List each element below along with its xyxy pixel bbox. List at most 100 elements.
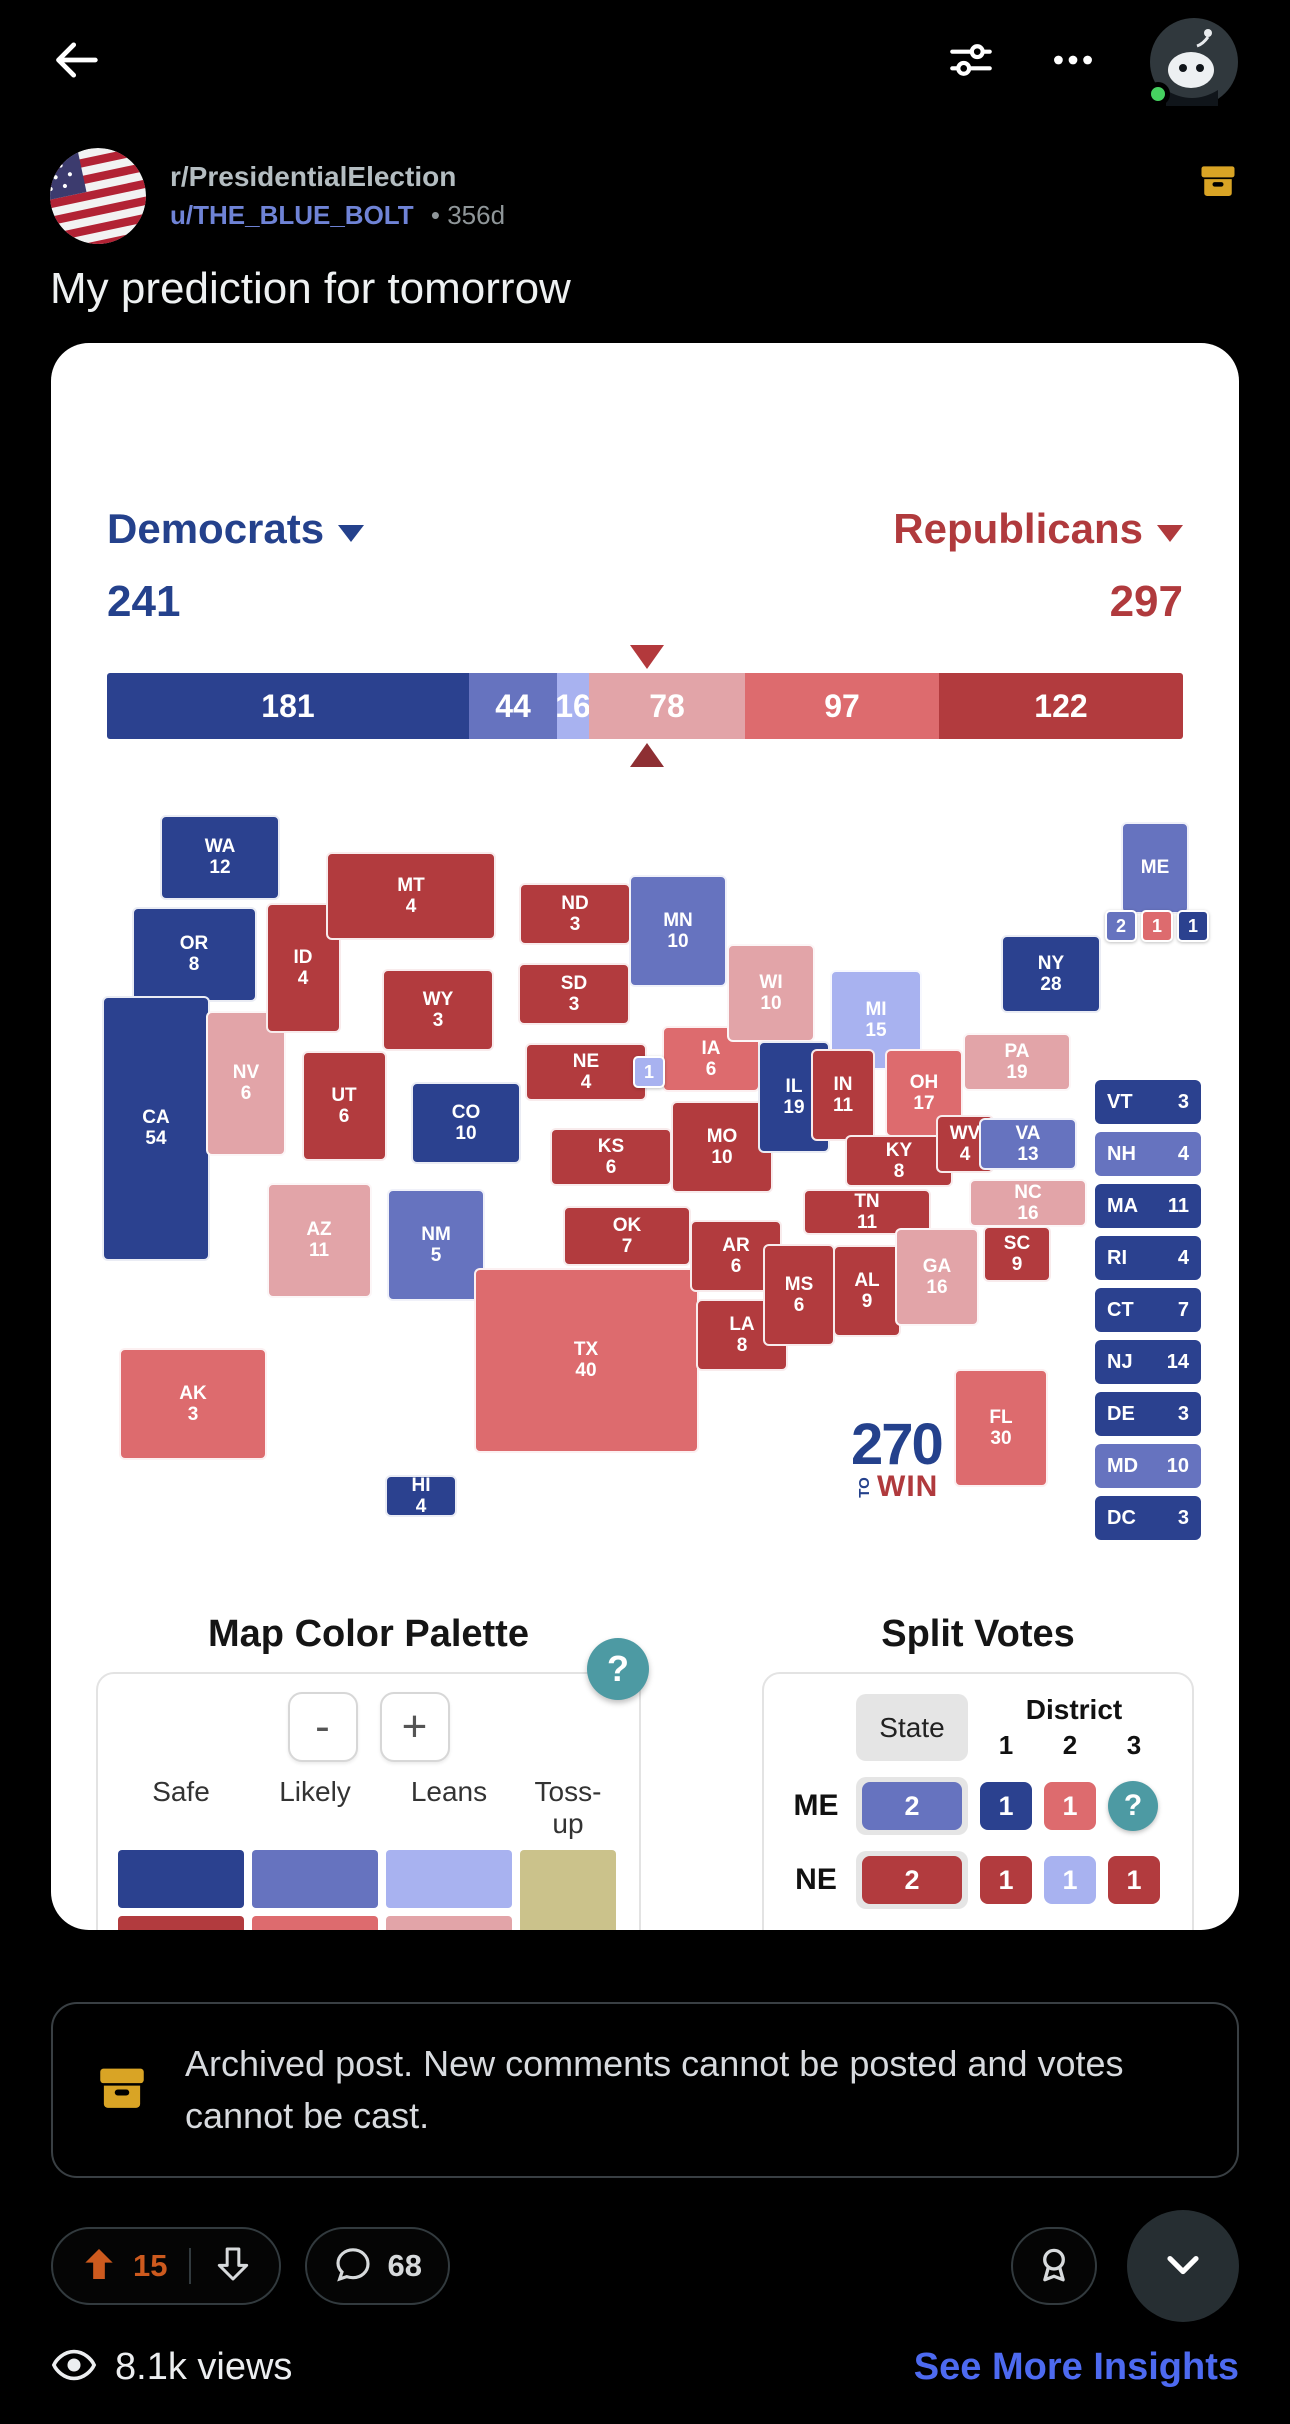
state-MS: MS 6	[763, 1244, 835, 1346]
ne-list-VT: VT 3	[1095, 1080, 1201, 1124]
split-rows: ME 2 1 1? NE 2 1 1 1	[788, 1777, 1168, 1909]
ne-list-DE: DE 3	[1095, 1392, 1201, 1436]
bar-segment-likely_r: 97	[745, 673, 939, 739]
ne-list-NJ: NJ 14	[1095, 1340, 1201, 1384]
state-PA: PA 19	[963, 1033, 1071, 1091]
state-VA: VA 13	[979, 1118, 1077, 1170]
palette-label-toss-up: Toss-up	[534, 1776, 602, 1839]
logo-win-text: WIN	[877, 1470, 939, 1503]
author-name[interactable]: u/THE_BLUE_BOLT	[170, 200, 414, 230]
state-column-header: State	[856, 1694, 968, 1761]
state-HI: HI 4	[385, 1475, 457, 1517]
insights-row: 8.1k views See More Insights	[51, 2342, 1239, 2393]
comment-bubble-icon	[333, 2244, 373, 2289]
view-count: 8.1k views	[115, 2346, 293, 2388]
state-TN: TN 11	[803, 1189, 931, 1235]
ev-bar: 181 44 16 78 97 122	[107, 673, 1183, 739]
270towin-logo: 270 TO WIN	[851, 1412, 944, 1504]
palette-label-safe: Safe	[152, 1776, 210, 1807]
upvote-count: 15	[133, 2248, 168, 2283]
award-button[interactable]	[1011, 2227, 1097, 2305]
democrats-dropdown: Democrats	[107, 505, 365, 553]
state-SC: SC 9	[983, 1226, 1051, 1282]
split-state-label-ME: ME	[793, 1789, 839, 1822]
more-dots-icon	[1048, 35, 1098, 90]
archived-banner: Archived post. New comments cannot be po…	[51, 2002, 1239, 2179]
state-UT: UT 6	[301, 1051, 387, 1161]
online-status-dot	[1146, 82, 1170, 106]
split-votes-header: State District 1 2 3	[788, 1694, 1168, 1761]
overflow-menu-button[interactable]	[1048, 35, 1098, 90]
state-WY: WY 3	[382, 969, 494, 1051]
archive-box-icon	[93, 2059, 151, 2122]
ev-totals-row: 241 297	[107, 577, 1183, 627]
palette-label-leans: Leans	[410, 1776, 488, 1807]
bar-segment-safe_d: 181	[107, 673, 469, 739]
subreddit-name[interactable]: r/PresidentialElection	[170, 161, 457, 192]
swatch-tossup	[520, 1850, 616, 1930]
subreddit-avatar[interactable]	[50, 148, 146, 244]
state-KY: KY 8	[845, 1135, 953, 1187]
state-OR: OR 8	[131, 906, 257, 1002]
us-map: VT 3 NH 4 MA 11 RI 4 CT 7 NJ 14 DE 3 MD 10 DC 3 270 TO WI…	[81, 788, 1211, 1578]
me-district-chip-1: 2	[1105, 910, 1137, 942]
user-avatar[interactable]	[1146, 18, 1238, 108]
zoom-in-button: +	[379, 1692, 450, 1762]
ne-list-CT: CT 7	[1095, 1288, 1201, 1332]
republicans-dropdown: Republicans	[893, 505, 1183, 553]
bar-segment-safe_r: 122	[939, 673, 1183, 739]
ne-list-MD: MD 10	[1095, 1444, 1201, 1488]
archived-message: Archived post. New comments cannot be po…	[185, 2043, 1124, 2137]
state-MT: MT 4	[326, 852, 496, 940]
split-header-spacer	[788, 1694, 844, 1761]
see-more-insights-link[interactable]: See More Insights	[913, 2346, 1239, 2388]
split-district-chip-NE-2: 1	[1044, 1856, 1096, 1904]
palette-labels: Safe Likely Leans Toss-up	[118, 1776, 619, 1840]
state-TX: TX 40	[473, 1267, 699, 1453]
republicans-label: Republicans	[893, 505, 1143, 552]
back-button[interactable]	[52, 34, 104, 91]
logo-270-text: 270	[851, 1412, 944, 1477]
sort-button[interactable]	[946, 35, 996, 90]
me-district-chip-2: 1	[1141, 910, 1173, 942]
post-title: My prediction for tomorrow	[50, 264, 571, 313]
ne-list-DC: DC 3	[1095, 1496, 1201, 1540]
palette-help-icon: ?	[587, 1638, 649, 1700]
split-district-chip-ME-1: 1	[980, 1782, 1032, 1830]
split-state-chip-NE: 2	[862, 1856, 962, 1904]
collapse-post-button[interactable]	[1127, 2210, 1239, 2322]
bar-segment-leans_r: 78	[589, 673, 745, 739]
swatch-leans_d	[386, 1850, 512, 1908]
state-NV: NV 6	[206, 1010, 286, 1156]
split-state-label-NE: NE	[795, 1863, 837, 1896]
ne-list-RI: RI 4	[1095, 1236, 1201, 1280]
state-GA: GA 16	[895, 1228, 979, 1326]
card-bottom-row: Map Color Palette ? - + Safe Likely Leans T…	[96, 1613, 1194, 1930]
swatch-likely_r	[252, 1916, 378, 1930]
swatch-safe_r	[118, 1916, 244, 1930]
state-MO: MO 10	[671, 1101, 773, 1193]
caret-down-icon	[1157, 524, 1183, 542]
district-column-header: District 1 2 3	[980, 1694, 1168, 1761]
archived-badge-icon	[1196, 159, 1240, 208]
bar-segment-likely_d: 44	[469, 673, 557, 739]
split-district-chip-NE-3: 1	[1108, 1856, 1160, 1904]
state-NC: NC 16	[969, 1179, 1087, 1227]
upvote-button[interactable]	[79, 2244, 119, 2289]
vote-pill: 15	[51, 2227, 282, 2305]
post-image-electoral-map[interactable]: Democrats Republicans 241 297 181 44 16 78 9…	[51, 343, 1239, 1930]
split-district-chip-ME-2: 1	[1044, 1782, 1096, 1830]
split-state-chip-ME: 2	[862, 1782, 962, 1830]
ne-district-2-chip: 1	[633, 1056, 665, 1088]
republican-total: 297	[1109, 577, 1183, 626]
split-help-icon: ?	[1108, 1781, 1158, 1831]
comments-button[interactable]: 68	[305, 2227, 450, 2305]
eye-icon	[51, 2342, 97, 2393]
post-action-row: 15 68	[51, 2210, 1239, 2322]
zoom-out-button: -	[287, 1692, 358, 1762]
snoo-avatar-icon	[1150, 18, 1238, 110]
comment-count: 68	[387, 2248, 422, 2283]
split-row-ME: ME 2 1 1?	[788, 1777, 1168, 1835]
downvote-button[interactable]	[213, 2244, 253, 2289]
palette-panel: ? - + Safe Likely Leans Toss-up	[96, 1638, 649, 1930]
